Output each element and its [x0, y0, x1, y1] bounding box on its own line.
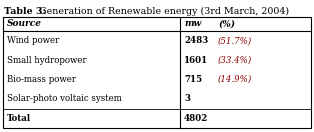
Text: Table 3:: Table 3: — [4, 7, 46, 16]
Text: (14.9%): (14.9%) — [218, 75, 252, 84]
Text: Small hydropower: Small hydropower — [7, 56, 87, 65]
Text: 715: 715 — [184, 75, 202, 84]
Text: Source: Source — [7, 20, 42, 29]
Text: Wind power: Wind power — [7, 36, 59, 45]
Bar — [3, 17, 311, 128]
Text: Bio-mass power: Bio-mass power — [7, 75, 76, 84]
Text: 3: 3 — [184, 94, 190, 103]
Text: Solar-photo voltaic system: Solar-photo voltaic system — [7, 94, 122, 103]
Text: (33.4%): (33.4%) — [218, 56, 252, 65]
Text: 4802: 4802 — [184, 114, 208, 123]
Text: mw: mw — [184, 20, 201, 29]
Text: Total: Total — [7, 114, 31, 123]
Text: Generation of Renewable energy (3rd March, 2004): Generation of Renewable energy (3rd Marc… — [36, 7, 289, 16]
Text: (%): (%) — [218, 20, 235, 29]
Text: 1601: 1601 — [184, 56, 208, 65]
Text: 2483: 2483 — [184, 36, 208, 45]
Text: (51.7%): (51.7%) — [218, 36, 252, 45]
